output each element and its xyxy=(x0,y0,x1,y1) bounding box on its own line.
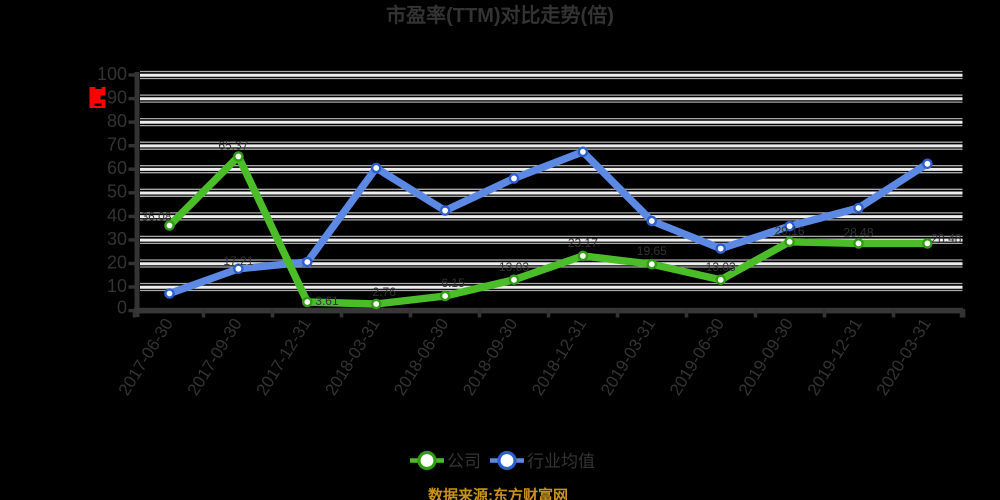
svg-text:0: 0 xyxy=(117,298,127,318)
svg-text:2019-09-30: 2019-09-30 xyxy=(735,315,797,399)
svg-text:2018-06-30: 2018-06-30 xyxy=(390,315,452,399)
svg-text:19.65: 19.65 xyxy=(637,244,667,258)
svg-text:2017-09-30: 2017-09-30 xyxy=(184,315,246,399)
svg-text:2020-03-31: 2020-03-31 xyxy=(873,315,935,399)
svg-text:数据来源:东方财富网: 数据来源:东方财富网 xyxy=(428,487,568,500)
svg-text:2019-06-30: 2019-06-30 xyxy=(666,315,728,399)
svg-text:公司: 公司 xyxy=(447,452,481,471)
svg-text:市盈率(TTM)对比走势(倍): 市盈率(TTM)对比走势(倍) xyxy=(386,3,614,27)
svg-text:90: 90 xyxy=(107,88,127,108)
svg-text:60: 60 xyxy=(107,158,127,178)
svg-text:13.03: 13.03 xyxy=(499,260,529,274)
svg-text:2017-06-30: 2017-06-30 xyxy=(115,315,177,399)
svg-text:2019-12-31: 2019-12-31 xyxy=(804,315,866,399)
svg-text:17.21: 17.21 xyxy=(223,254,253,268)
svg-text:2019-03-31: 2019-03-31 xyxy=(597,315,659,399)
svg-text:30: 30 xyxy=(107,229,127,249)
svg-text:2.76: 2.76 xyxy=(373,285,397,299)
svg-text:13.03: 13.03 xyxy=(706,260,736,274)
svg-text:2018-12-31: 2018-12-31 xyxy=(528,315,590,399)
svg-text:29.16: 29.16 xyxy=(775,224,805,238)
svg-text:3.61: 3.61 xyxy=(315,294,339,308)
svg-text:2017-12-31: 2017-12-31 xyxy=(252,315,314,399)
svg-text:2018-09-30: 2018-09-30 xyxy=(459,315,521,399)
svg-text:70: 70 xyxy=(107,135,127,155)
svg-text:36.08: 36.08 xyxy=(141,210,171,224)
svg-text:50: 50 xyxy=(107,182,127,202)
svg-text:100: 100 xyxy=(97,64,127,84)
svg-text:6.15: 6.15 xyxy=(441,276,465,290)
svg-text:28.48: 28.48 xyxy=(843,225,873,239)
svg-text:2018-03-31: 2018-03-31 xyxy=(321,315,383,399)
svg-text:80: 80 xyxy=(107,111,127,131)
svg-text:28.48: 28.48 xyxy=(931,231,961,245)
svg-text:65.37: 65.37 xyxy=(218,139,248,153)
svg-text:行业均值: 行业均值 xyxy=(527,452,595,471)
svg-text:10: 10 xyxy=(107,276,127,296)
svg-text:40: 40 xyxy=(107,205,127,225)
svg-text:23.17: 23.17 xyxy=(568,236,598,250)
svg-text:20: 20 xyxy=(107,252,127,272)
